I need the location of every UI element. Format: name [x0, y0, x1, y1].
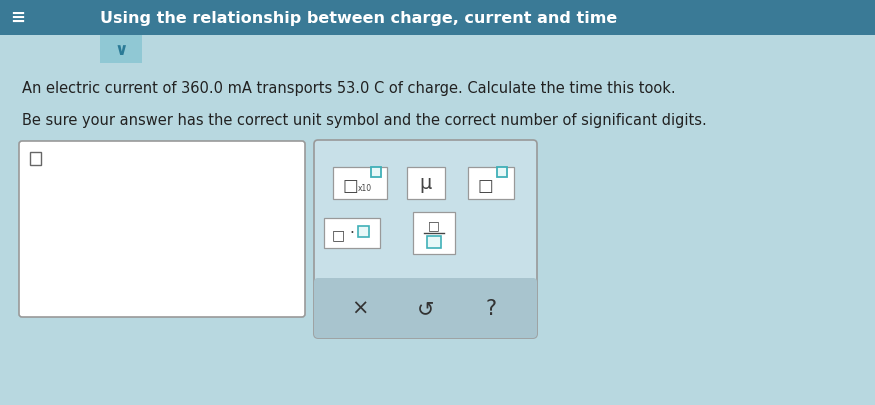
- Text: ×: ×: [351, 298, 368, 318]
- Text: □: □: [477, 177, 493, 194]
- Text: ↺: ↺: [417, 298, 435, 318]
- FancyBboxPatch shape: [324, 218, 380, 248]
- FancyBboxPatch shape: [333, 168, 387, 200]
- FancyBboxPatch shape: [413, 213, 455, 254]
- Text: An electric current of 360.0 mA transports 53.0 C of charge. Calculate the time : An electric current of 360.0 mA transpor…: [22, 80, 676, 95]
- Text: μ: μ: [420, 174, 432, 193]
- Text: □: □: [342, 177, 358, 194]
- FancyBboxPatch shape: [407, 168, 445, 200]
- FancyBboxPatch shape: [358, 226, 369, 237]
- FancyBboxPatch shape: [314, 141, 537, 338]
- FancyBboxPatch shape: [427, 237, 441, 248]
- Text: Be sure your answer has the correct unit symbol and the correct number of signif: Be sure your answer has the correct unit…: [22, 112, 707, 127]
- FancyBboxPatch shape: [318, 282, 533, 334]
- Text: ·: ·: [350, 226, 354, 241]
- FancyBboxPatch shape: [371, 168, 381, 177]
- Text: □: □: [428, 219, 440, 232]
- FancyBboxPatch shape: [468, 168, 514, 200]
- FancyBboxPatch shape: [314, 278, 537, 338]
- Text: ≡: ≡: [10, 9, 25, 27]
- Text: ?: ?: [486, 298, 497, 318]
- Text: □: □: [332, 228, 345, 241]
- Text: x10: x10: [358, 184, 372, 193]
- Text: Using the relationship between charge, current and time: Using the relationship between charge, c…: [100, 11, 617, 26]
- FancyBboxPatch shape: [19, 142, 305, 317]
- FancyBboxPatch shape: [497, 168, 507, 177]
- FancyBboxPatch shape: [100, 36, 142, 64]
- FancyBboxPatch shape: [0, 0, 875, 36]
- Text: ∨: ∨: [115, 41, 128, 59]
